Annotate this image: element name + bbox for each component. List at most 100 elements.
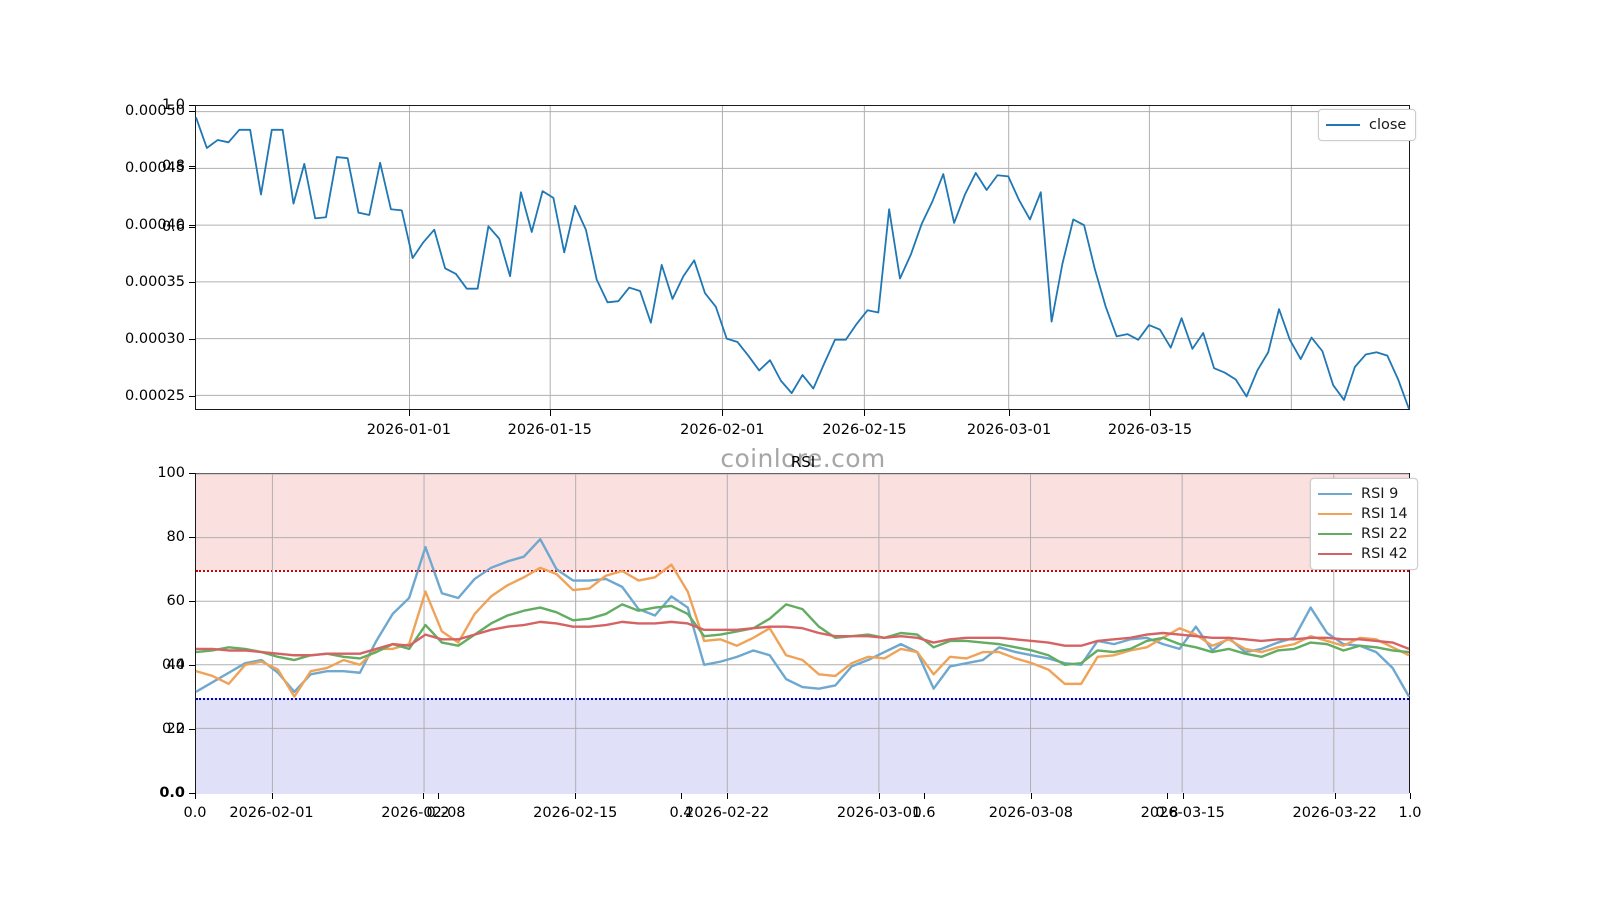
rsi-x-tickmark-overlay — [195, 793, 196, 799]
overbought-band — [196, 474, 1409, 570]
rsi-x-tick: 2026-03-01 — [836, 805, 922, 821]
legend-line-icon — [1318, 553, 1352, 555]
overbought-threshold-line — [196, 570, 1409, 572]
legend-item-label: RSI 22 — [1361, 526, 1408, 542]
price-y-tickmark-overlay — [189, 105, 195, 106]
legend-line-icon — [1318, 533, 1352, 535]
rsi-x-tickmark-overlay — [681, 793, 682, 799]
price-y-tickmark — [189, 396, 195, 398]
rsi-title: RSI — [790, 453, 816, 471]
price-y-tickmark — [189, 224, 195, 226]
rsi-y-tick-overlay: 0.0 — [159, 785, 185, 801]
price-x-tickmark — [864, 410, 866, 416]
price-legend: close — [1318, 109, 1417, 141]
price-x-tick: 2026-01-15 — [507, 422, 592, 438]
rsi-y-tick: 20 — [166, 721, 185, 737]
price-y-tickmark — [189, 167, 195, 169]
rsi-x-tick-overlay: 0.4 — [669, 805, 693, 821]
legend-item[interactable]: RSI 22 — [1318, 524, 1408, 544]
price-y-tick-overlay: 0.6 — [161, 219, 185, 235]
rsi-x-tick: 2026-03-08 — [988, 805, 1074, 821]
price-x-tickmark — [408, 410, 410, 416]
watermark: coinlore.com — [720, 444, 886, 473]
price-y-tick: 0.00040 — [125, 216, 185, 233]
legend-item-label: RSI 9 — [1361, 486, 1399, 502]
price-y-tickmark — [189, 110, 195, 112]
rsi-y-tickmark — [189, 601, 195, 602]
rsi-x-tickmark — [271, 793, 273, 799]
legend-line-icon — [1318, 493, 1352, 495]
rsi-x-tick-overlay: 0.6 — [912, 805, 936, 821]
price-y-tickmark — [189, 339, 195, 341]
price-x-tickmark — [722, 410, 724, 416]
rsi-x-tick: 2026-03-15 — [1140, 805, 1225, 821]
rsi-x-tickmark-overlay — [924, 793, 925, 799]
rsi-x-tickmark — [575, 793, 577, 799]
price-y-tick-overlay: 1.0 — [161, 97, 185, 113]
price-x-tick: 2026-02-15 — [822, 422, 907, 438]
price-y-tick-overlay: 0.8 — [161, 158, 185, 174]
rsi-y-tick: 100 — [157, 465, 185, 481]
price-y-tick: 0.00050 — [125, 102, 185, 119]
rsi-y-tickmark-overlay — [189, 665, 195, 666]
price-x-tick: 2026-03-01 — [966, 422, 1052, 438]
rsi-x-tickmark — [1030, 793, 1032, 799]
price-y-tickmark — [189, 282, 195, 284]
rsi-y-tick-overlay: 0.2 — [161, 721, 185, 737]
price-y-tick: 0.00030 — [125, 331, 185, 348]
rsi-y-tick: 0 — [175, 785, 185, 801]
rsi-x-tick: 2026-02-01 — [229, 805, 314, 821]
rsi-y-tick: 80 — [166, 529, 185, 545]
price-y-tick: 0.00035 — [125, 274, 185, 291]
legend-item[interactable]: RSI 9 — [1318, 484, 1408, 504]
rsi-x-tickmark — [423, 793, 425, 799]
rsi-y-tickmark-overlay — [189, 793, 195, 794]
rsi-y-tick-overlay: 0.4 — [161, 657, 185, 673]
rsi-x-tickmark-overlay — [1167, 793, 1168, 799]
oversold-band — [196, 698, 1409, 794]
legend-item[interactable]: RSI 42 — [1318, 544, 1408, 564]
rsi-x-tickmark — [1334, 793, 1336, 799]
price-x-tick: 2026-01-01 — [366, 422, 451, 438]
rsi-x-tick-overlay: 0.8 — [1155, 805, 1179, 821]
rsi-y-tickmark — [189, 473, 195, 474]
rsi-x-tick-overlay: 0.2 — [426, 805, 450, 821]
legend-line-icon — [1318, 513, 1352, 515]
legend-item[interactable]: RSI 14 — [1318, 504, 1408, 524]
rsi-y-tickmark — [189, 537, 195, 538]
legend-item[interactable]: close — [1326, 115, 1406, 135]
rsi-y-tick: 60 — [166, 593, 185, 609]
price-x-tick: 2026-03-15 — [1107, 422, 1193, 438]
price-x-tickmark — [1009, 410, 1011, 416]
rsi-x-tickmark — [879, 793, 881, 799]
price-x-tickmark — [549, 410, 551, 416]
rsi-x-tickmark-overlay — [438, 793, 439, 799]
legend-item-label: close — [1369, 117, 1407, 133]
price-y-tickmark-overlay — [189, 166, 195, 167]
rsi-x-tick-overlay: 0.0 — [183, 805, 207, 821]
rsi-x-tickmark-overlay — [1410, 793, 1411, 799]
price-y-tick: 0.00025 — [125, 388, 185, 405]
price-y-tickmark-overlay — [189, 227, 195, 228]
rsi-x-tick: 2026-03-22 — [1292, 805, 1377, 821]
legend-item-label: RSI 42 — [1361, 546, 1408, 562]
price-chart-panel — [195, 105, 1410, 410]
price-y-tick: 0.00045 — [125, 159, 185, 176]
price-plot-area — [196, 106, 1409, 409]
rsi-x-tick: 2026-02-22 — [685, 805, 770, 821]
rsi-x-tick: 2026-02-15 — [533, 805, 618, 821]
rsi-y-tick: 40 — [166, 657, 185, 673]
rsi-x-tickmark — [727, 793, 729, 799]
rsi-x-tickmark — [1182, 793, 1184, 799]
rsi-plot-area — [196, 473, 1409, 792]
oversold-threshold-line — [196, 698, 1409, 700]
price-x-tickmark — [1149, 410, 1151, 416]
rsi-chart-panel — [195, 473, 1410, 794]
price-x-tick: 2026-02-01 — [680, 422, 765, 438]
legend-line-icon — [1326, 124, 1360, 126]
rsi-y-tickmark-overlay — [189, 729, 195, 730]
rsi-x-tick-overlay: 1.0 — [1398, 805, 1422, 821]
legend-item-label: RSI 14 — [1361, 506, 1408, 522]
rsi-legend: RSI 9 RSI 14 RSI 22 RSI 42 — [1310, 478, 1418, 570]
